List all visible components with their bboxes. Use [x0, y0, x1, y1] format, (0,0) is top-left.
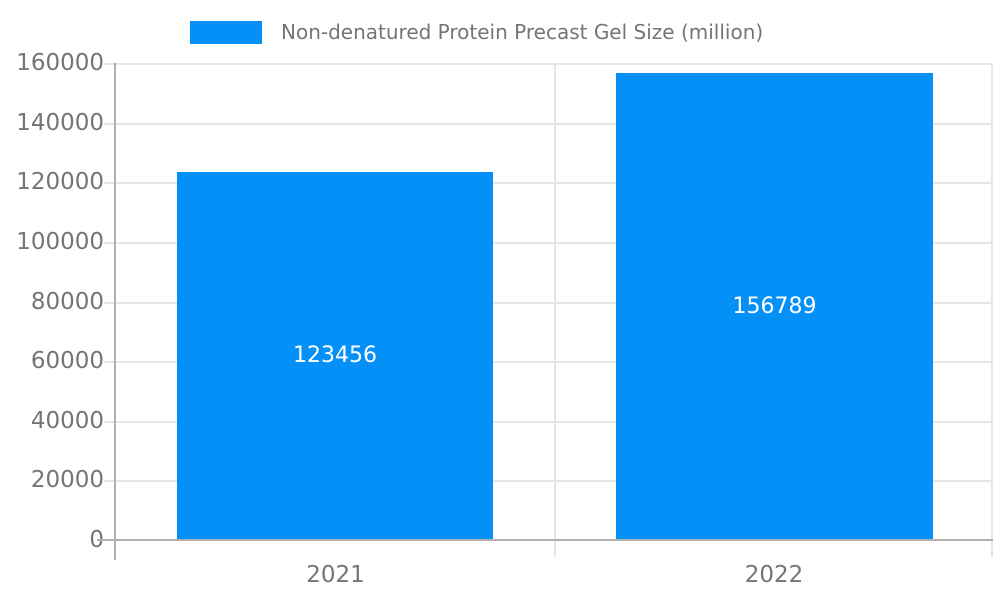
x-tick-label-2021: 2021 [306, 562, 365, 588]
y-tick-label-20000: 20000 [30, 467, 104, 494]
y-tick-label-120000: 120000 [16, 169, 104, 196]
bar-2021: 123456 [177, 171, 493, 540]
legend-swatch [190, 20, 262, 44]
bar-value-label-2021: 123456 [293, 343, 377, 369]
y-tick-label-40000: 40000 [30, 407, 104, 434]
gridline-80000 [104, 301, 993, 304]
gridline-160000 [104, 63, 993, 65]
x-axis-baseline [97, 539, 993, 541]
vertical-gridline-mid [554, 63, 556, 557]
legend-label: Non-denatured Protein Precast Gel Size (… [281, 20, 764, 44]
bar-value-label-2022: 156789 [732, 293, 817, 319]
y-tick-label-100000: 100000 [16, 228, 104, 255]
plot-area: 123456 156789 [97, 63, 993, 560]
y-axis-line [114, 63, 116, 560]
y-tick-label-80000: 80000 [30, 288, 104, 315]
vertical-gridline-right [991, 63, 993, 557]
x-tick-label-2022: 2022 [744, 562, 804, 588]
y-tick-label-0: 0 [0, 527, 104, 553]
y-tick-label-160000: 160000 [16, 50, 104, 76]
gridline-120000 [104, 182, 993, 185]
gridline-140000 [104, 122, 993, 125]
y-tick-label-60000: 60000 [30, 348, 104, 375]
bar-2022: 156789 [616, 72, 933, 540]
gridline-100000 [104, 241, 993, 244]
legend: Non-denatured Protein Precast Gel Size (… [190, 20, 763, 44]
gridline-60000 [104, 361, 993, 364]
gridline-40000 [104, 420, 993, 423]
gridline-20000 [104, 480, 993, 483]
y-tick-label-140000: 140000 [16, 109, 104, 136]
